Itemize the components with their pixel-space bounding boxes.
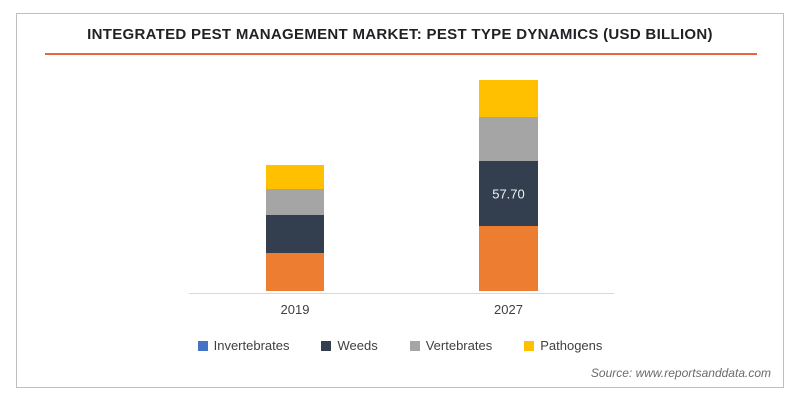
legend-item-invertebrates: Invertebrates — [197, 338, 290, 353]
chart-panel: INTEGRATED PEST MANAGEMENT MARKET: PEST … — [16, 13, 784, 388]
legend-label: Weeds — [337, 338, 378, 353]
legend-swatch-icon — [524, 340, 535, 351]
legend-swatch-icon — [197, 340, 208, 351]
data-label: 57.70 — [492, 186, 525, 201]
bar-segment-invertebrates-2019 — [266, 253, 324, 291]
bar-segment-vertebrates-2027 — [479, 116, 538, 161]
bar-segment-weeds-2019 — [266, 215, 324, 254]
bar-segment-vertebrates-2019 — [266, 189, 324, 216]
legend-swatch-icon — [321, 340, 332, 351]
legend-label: Vertebrates — [425, 338, 493, 353]
bar-segment-weeds-2027: 57.70 — [479, 161, 538, 226]
plot-area: 2019 57.70 2027 — [17, 14, 783, 387]
legend-label: Invertebrates — [213, 338, 290, 353]
chart-title: INTEGRATED PEST MANAGEMENT MARKET: PEST … — [87, 26, 713, 43]
x-axis-line — [189, 293, 614, 294]
legend-swatch-icon — [409, 340, 420, 351]
stacked-bar-2027: 57.70 2027 — [479, 80, 538, 317]
stacked-bar-2019: 2019 — [266, 165, 324, 317]
bar-segment-pathogens-2027 — [479, 80, 538, 117]
bar-segment-pathogens-2019 — [266, 165, 324, 190]
bar-segment-invertebrates-2027 — [479, 226, 538, 291]
legend-item-weeds: Weeds — [321, 338, 378, 353]
legend-item-pathogens: Pathogens — [524, 338, 602, 353]
legend-label: Pathogens — [540, 338, 603, 353]
title-underline — [45, 53, 757, 55]
legend-item-vertebrates: Vertebrates — [409, 338, 493, 353]
legend: Invertebrates Weeds Vertebrates Pathogens — [17, 338, 783, 353]
x-axis-label-2019: 2019 — [280, 302, 310, 317]
source-note: Source: www.reportsanddata.com — [590, 366, 771, 380]
x-axis-label-2027: 2027 — [494, 302, 523, 317]
